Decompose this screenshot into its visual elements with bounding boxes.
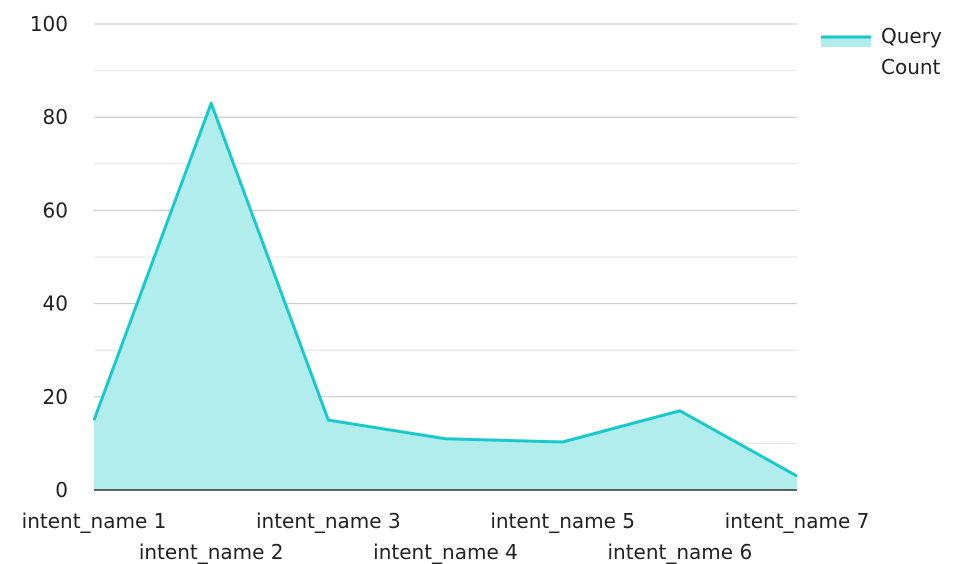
x-tick-label: intent_name 3 [256,509,401,533]
legend: Query Count [821,24,942,79]
y-tick-label: 20 [43,385,68,409]
legend-label-line2: Count [881,55,941,79]
x-tick-label: intent_name 4 [373,540,518,564]
series-area [92,101,798,490]
x-tick-label: intent_name 7 [725,509,870,533]
x-tick-label: intent_name 1 [22,509,167,533]
y-tick-label: 0 [55,478,68,502]
query-count-area-fill [94,103,797,490]
y-axis-ticks: 0 20 40 60 80 100 [30,12,68,502]
y-tick-label: 60 [43,198,68,222]
x-axis-ticks: intent_name 1 intent_name 2 intent_name 3 i… [22,509,870,564]
y-tick-label: 100 [30,12,68,36]
legend-swatch-fill [821,36,871,47]
y-tick-label: 40 [43,292,68,316]
x-tick-label: intent_name 2 [139,540,284,564]
legend-label-line1: Query [881,24,942,48]
x-tick-label: intent_name 5 [490,509,635,533]
y-tick-label: 80 [43,105,68,129]
x-tick-label: intent_name 6 [607,540,752,564]
